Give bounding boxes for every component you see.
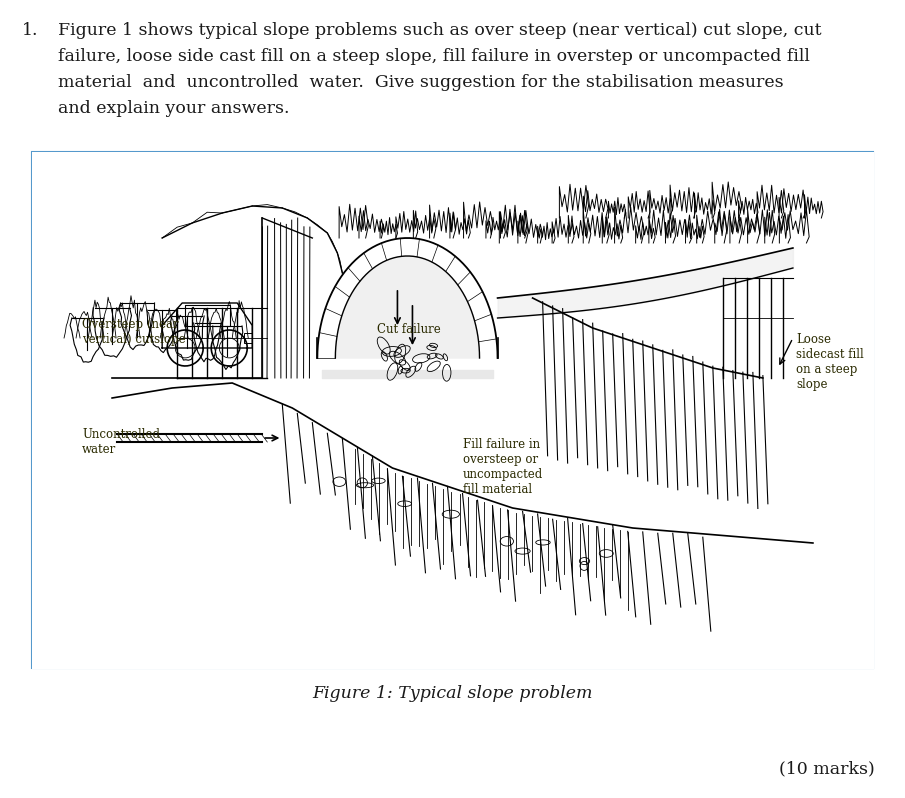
Text: and explain your answers.: and explain your answers. [58, 100, 290, 117]
Bar [32, 152, 873, 668]
Text: Uncontrolled
water: Uncontrolled water [82, 428, 160, 456]
Polygon shape [336, 256, 480, 358]
Text: Figure 1 shows typical slope problems such as over steep (near vertical) cut slo: Figure 1 shows typical slope problems su… [58, 22, 822, 39]
Bar [244, 333, 252, 343]
Text: Loose
sidecast fill
on a steep
slope: Loose sidecast fill on a steep slope [795, 333, 863, 391]
Text: failure, loose side cast fill on a steep slope, fill failure in overstep or unco: failure, loose side cast fill on a steep… [58, 48, 810, 65]
Text: Figure 1: Typical slope problem: Figure 1: Typical slope problem [312, 685, 593, 702]
Text: Oversteep (near
vertical) cutslope: Oversteep (near vertical) cutslope [82, 318, 186, 346]
Text: Cut failure: Cut failure [377, 323, 441, 336]
Text: material  and  uncontrolled  water.  Give suggestion for the stabilisation measu: material and uncontrolled water. Give su… [58, 74, 784, 91]
Text: 1.: 1. [22, 22, 39, 39]
Text: (10 marks): (10 marks) [779, 760, 875, 777]
Text: Fill failure in
oversteep or
uncompacted
fill material: Fill failure in oversteep or uncompacted… [462, 438, 543, 496]
